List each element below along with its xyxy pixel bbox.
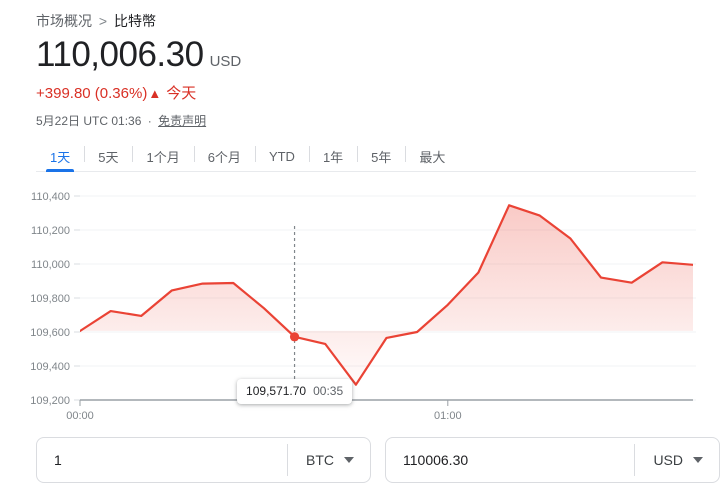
tooltip-time: 00:35 <box>313 384 344 398</box>
chart-y-axis-labels: 110,400 110,200 110,000 109,800 109,600 109,4… <box>30 191 70 407</box>
converter-from-unit-label: BTC <box>306 452 334 468</box>
range-tab-5[interactable]: 1年 <box>308 140 357 172</box>
price-row: 110,006.30 USD <box>36 36 696 81</box>
chart-x-axis-labels: 00:00 01:00 <box>66 410 461 420</box>
chevron-down-icon <box>344 457 354 463</box>
range-tab-1[interactable]: 5天 <box>84 140 132 172</box>
converter-from-input[interactable] <box>37 438 287 482</box>
range-tab-6[interactable]: 5年 <box>357 140 405 172</box>
chart-x-tick-label: 01:00 <box>434 410 462 420</box>
price-chart[interactable]: 110,400 110,200 110,000 109,800 109,600 109,4… <box>0 180 725 420</box>
currency-converter: BTC USD <box>36 437 720 483</box>
range-tab-label: 最大 <box>419 149 446 165</box>
chart-y-tick-label: 110,400 <box>31 191 70 203</box>
range-tab-7[interactable]: 最大 <box>405 140 459 172</box>
chart-x-tick-label: 00:00 <box>66 410 94 420</box>
converter-to-unit-select[interactable]: USD <box>635 452 719 468</box>
range-tabs: 1天 5天 1个月 6个月 YTD 1年 5年 最大 <box>36 140 696 172</box>
chart-line <box>80 204 693 386</box>
chart-y-tick-label: 110,000 <box>31 259 70 271</box>
tooltip-value: 109,571.70 <box>246 384 307 398</box>
disclaimer-link[interactable]: 免责声明 <box>158 114 207 128</box>
range-tab-4[interactable]: YTD <box>254 140 309 172</box>
breadcrumb: 市场概况 > 比特幣 <box>36 12 696 30</box>
chart-hover-point[interactable] <box>289 332 300 342</box>
range-tab-3[interactable]: 6个月 <box>193 140 255 172</box>
chart-area-fill <box>80 205 693 385</box>
breadcrumb-current: 比特幣 <box>113 13 156 29</box>
chevron-down-icon <box>693 457 703 463</box>
chart-x-ticks <box>79 400 449 406</box>
converter-to-divider <box>634 444 636 476</box>
converter-to-box[interactable]: USD <box>385 437 720 483</box>
chart-y-tick-label: 110,200 <box>31 225 70 237</box>
range-tab-2[interactable]: 1个月 <box>132 140 193 172</box>
meta-separator: · <box>147 114 152 128</box>
range-tab-label: 5天 <box>98 149 119 165</box>
converter-from-box[interactable]: BTC <box>36 437 371 483</box>
price-change-period: 今天 <box>166 85 197 102</box>
range-tab-label: 5年 <box>371 149 392 165</box>
breadcrumb-separator: > <box>98 13 108 29</box>
arrow-up-icon: ▲ <box>148 86 162 101</box>
range-tab-label: YTD <box>268 148 295 164</box>
range-tab-label: 1年 <box>322 149 344 165</box>
converter-to-input[interactable] <box>386 438 635 482</box>
range-tab-label: 6个月 <box>207 149 241 165</box>
price-change-value: +399.80 (0.36%) <box>36 85 148 102</box>
converter-from-divider <box>287 444 288 476</box>
price-currency: USD <box>209 53 242 70</box>
converter-to-unit-label: USD <box>653 452 683 468</box>
meta-row: 5月22日 UTC 01:36 · 免责声明 <box>36 113 696 129</box>
chart-y-tick-label: 109,400 <box>30 361 70 373</box>
breadcrumb-parent-link[interactable]: 市场概况 <box>36 13 92 29</box>
chart-y-tick-label: 109,800 <box>30 293 70 305</box>
range-tab-label: 1天 <box>50 149 71 165</box>
price-chart-svg[interactable]: 110,400 110,200 110,000 109,800 109,600 109,4… <box>0 180 725 420</box>
price-change-row: +399.80 (0.36%) ▲ 今天 <box>36 84 696 104</box>
converter-from-unit-select[interactable]: BTC <box>288 452 370 468</box>
price-value: 110,006.30 <box>36 35 204 74</box>
market-summary-header: 市场概况 > 比特幣 110,006.30 USD +399.80 (0.36%… <box>36 12 696 129</box>
chart-y-tick-label: 109,200 <box>30 395 70 407</box>
chart-y-tick-label: 109,600 <box>30 327 70 339</box>
chart-tooltip: 109,571.70 00:35 <box>237 379 353 404</box>
range-tab-label: 1个月 <box>146 149 180 165</box>
range-tab-0[interactable]: 1天 <box>36 140 84 172</box>
timestamp: 5月22日 UTC 01:36 <box>36 114 142 128</box>
